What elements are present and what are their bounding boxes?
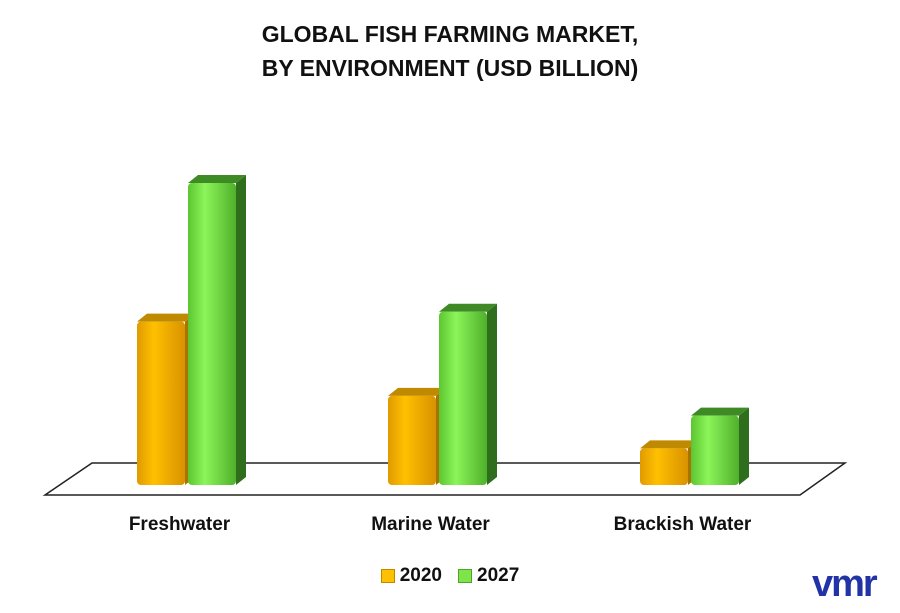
legend-label-2020: 2020 [399, 565, 442, 586]
bar-front [388, 395, 436, 485]
chart-title: GLOBAL FISH FARMING MARKET, [261, 21, 639, 47]
bar-2020-brackish-water [640, 440, 698, 485]
svg-text:vmr: vmr [812, 566, 878, 604]
legend-swatch-2027 [458, 569, 472, 583]
bar-front [188, 182, 236, 486]
bar-side [487, 303, 497, 485]
bar-side [236, 174, 246, 486]
bar-2020-marine-water [388, 387, 446, 485]
x-tick-label: Freshwater [129, 514, 231, 535]
bar-front [439, 311, 487, 485]
x-tick-label: Marine Water [371, 514, 490, 535]
bar-2027-marine-water [439, 303, 497, 485]
x-tick-label: Brackish Water [614, 514, 752, 535]
vmr-logo: vmr [810, 563, 888, 609]
bar-2027-brackish-water [691, 407, 749, 485]
bar-2027-freshwater [188, 174, 246, 486]
chart-subtitle: BY ENVIRONMENT (USD BILLION) [261, 55, 639, 81]
bar-top [388, 387, 446, 396]
bar-front [691, 415, 739, 485]
bar-top [137, 313, 195, 322]
legend-item-2027: 2027 [458, 565, 519, 587]
legend: 2020 2027 [0, 565, 900, 587]
bar-side [739, 407, 749, 485]
bar-top [188, 174, 246, 183]
bar-2020-freshwater [137, 313, 195, 485]
bar-top [640, 440, 698, 449]
bar-front [640, 448, 688, 485]
bar-top [691, 407, 749, 416]
bar-front [137, 321, 185, 485]
legend-label-2027: 2027 [477, 565, 520, 586]
bar-top [439, 303, 497, 312]
legend-item-2020: 2020 [380, 565, 442, 587]
legend-swatch-2020 [380, 569, 395, 583]
